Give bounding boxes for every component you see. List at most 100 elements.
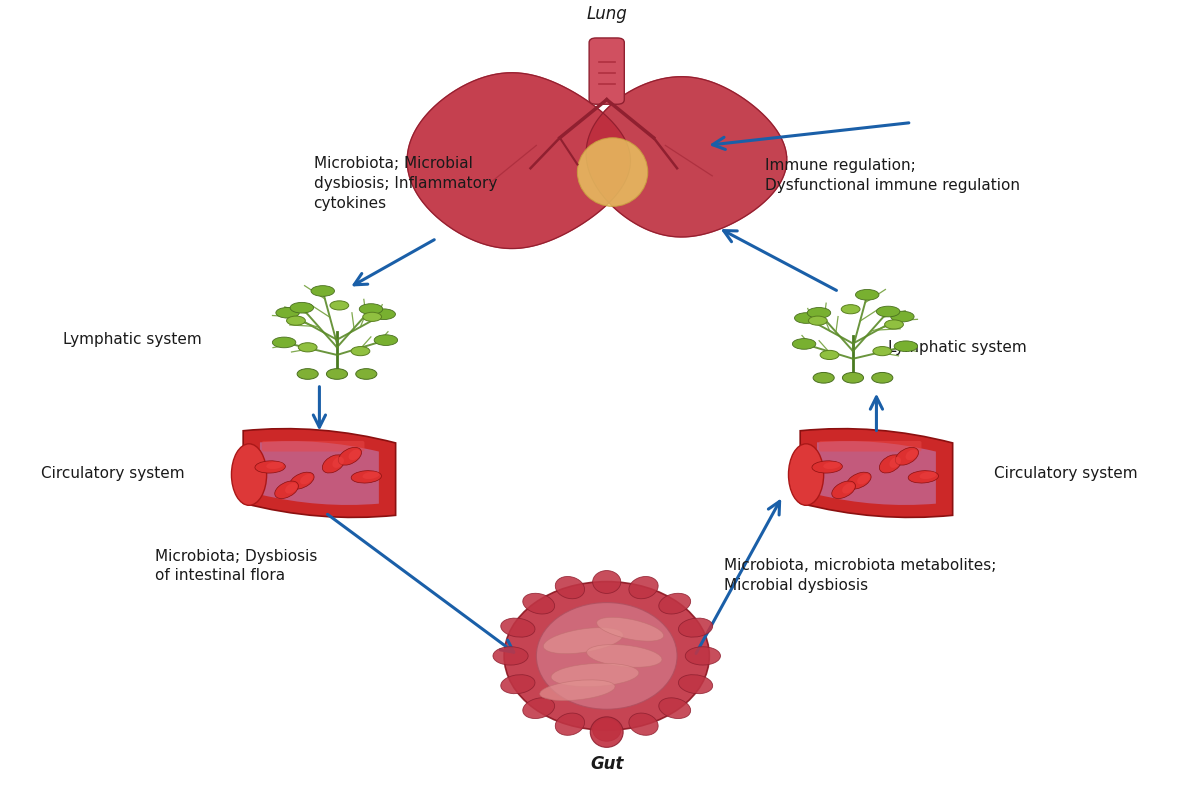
PathPatch shape bbox=[260, 441, 379, 505]
Ellipse shape bbox=[544, 628, 623, 654]
Ellipse shape bbox=[678, 618, 713, 637]
Ellipse shape bbox=[330, 301, 349, 310]
Ellipse shape bbox=[500, 618, 535, 637]
Ellipse shape bbox=[523, 594, 554, 614]
Ellipse shape bbox=[884, 320, 904, 329]
Ellipse shape bbox=[286, 483, 298, 494]
Ellipse shape bbox=[596, 618, 664, 641]
Text: Lymphatic system: Lymphatic system bbox=[64, 332, 202, 347]
Ellipse shape bbox=[889, 457, 901, 468]
Ellipse shape bbox=[287, 316, 305, 326]
Ellipse shape bbox=[832, 481, 856, 498]
Ellipse shape bbox=[556, 713, 584, 735]
Text: Lung: Lung bbox=[587, 6, 628, 23]
Text: Immune regulation;
Dysfunctional immune regulation: Immune regulation; Dysfunctional immune … bbox=[766, 158, 1020, 194]
Ellipse shape bbox=[872, 346, 892, 356]
Ellipse shape bbox=[590, 717, 623, 747]
Ellipse shape bbox=[298, 369, 318, 379]
Ellipse shape bbox=[809, 316, 827, 326]
Ellipse shape bbox=[880, 454, 901, 473]
PathPatch shape bbox=[800, 429, 953, 518]
Ellipse shape bbox=[326, 369, 348, 379]
Ellipse shape bbox=[276, 307, 299, 318]
Ellipse shape bbox=[332, 457, 344, 468]
Ellipse shape bbox=[500, 674, 535, 694]
Ellipse shape bbox=[362, 312, 382, 322]
Ellipse shape bbox=[352, 470, 382, 483]
Ellipse shape bbox=[362, 472, 379, 479]
Ellipse shape bbox=[272, 337, 296, 348]
Ellipse shape bbox=[536, 602, 677, 710]
Ellipse shape bbox=[820, 350, 839, 359]
Ellipse shape bbox=[355, 369, 377, 379]
FancyBboxPatch shape bbox=[818, 441, 922, 451]
Ellipse shape bbox=[908, 470, 938, 483]
Polygon shape bbox=[407, 73, 630, 249]
Ellipse shape bbox=[587, 645, 662, 667]
Ellipse shape bbox=[814, 373, 834, 383]
Ellipse shape bbox=[374, 334, 397, 346]
PathPatch shape bbox=[817, 441, 936, 505]
Ellipse shape bbox=[894, 341, 918, 351]
Ellipse shape bbox=[338, 447, 361, 465]
Ellipse shape bbox=[551, 663, 638, 686]
Ellipse shape bbox=[659, 594, 691, 614]
Ellipse shape bbox=[890, 311, 914, 322]
Ellipse shape bbox=[685, 646, 720, 665]
Ellipse shape bbox=[493, 646, 528, 665]
Ellipse shape bbox=[629, 577, 658, 598]
Ellipse shape bbox=[266, 462, 283, 469]
Ellipse shape bbox=[275, 481, 299, 498]
Ellipse shape bbox=[359, 304, 383, 314]
Ellipse shape bbox=[919, 472, 936, 479]
Ellipse shape bbox=[504, 582, 709, 730]
Text: Microbiota; Microbial
dysbiosis; Inflammatory
cytokines: Microbiota; Microbial dysbiosis; Inflamm… bbox=[313, 156, 497, 210]
Ellipse shape bbox=[540, 680, 616, 701]
Ellipse shape bbox=[857, 474, 870, 484]
Ellipse shape bbox=[254, 461, 286, 473]
Ellipse shape bbox=[372, 309, 396, 319]
Ellipse shape bbox=[906, 450, 918, 460]
Text: Lymphatic system: Lymphatic system bbox=[888, 340, 1027, 355]
FancyBboxPatch shape bbox=[589, 38, 624, 104]
Ellipse shape bbox=[348, 450, 361, 460]
Ellipse shape bbox=[290, 302, 313, 313]
Ellipse shape bbox=[841, 305, 860, 314]
Ellipse shape bbox=[311, 286, 335, 296]
Ellipse shape bbox=[232, 444, 266, 506]
Ellipse shape bbox=[659, 698, 691, 718]
Ellipse shape bbox=[876, 306, 900, 317]
Text: Microbiota; Dysbiosis
of intestinal flora: Microbiota; Dysbiosis of intestinal flor… bbox=[155, 549, 318, 583]
Ellipse shape bbox=[895, 447, 918, 465]
Ellipse shape bbox=[678, 674, 713, 694]
Ellipse shape bbox=[577, 138, 648, 206]
Ellipse shape bbox=[842, 373, 864, 383]
Ellipse shape bbox=[629, 713, 658, 735]
Text: Circulatory system: Circulatory system bbox=[994, 466, 1138, 481]
Ellipse shape bbox=[856, 290, 878, 300]
Ellipse shape bbox=[299, 342, 317, 352]
Ellipse shape bbox=[593, 718, 620, 742]
Ellipse shape bbox=[300, 474, 313, 484]
Ellipse shape bbox=[523, 698, 554, 718]
PathPatch shape bbox=[244, 429, 396, 518]
Ellipse shape bbox=[794, 313, 818, 323]
Ellipse shape bbox=[808, 307, 830, 318]
Ellipse shape bbox=[812, 461, 842, 473]
Ellipse shape bbox=[323, 454, 344, 473]
Ellipse shape bbox=[593, 570, 620, 594]
Ellipse shape bbox=[289, 472, 314, 489]
Text: Circulatory system: Circulatory system bbox=[41, 466, 185, 481]
Ellipse shape bbox=[556, 577, 584, 598]
FancyBboxPatch shape bbox=[262, 441, 365, 451]
Ellipse shape bbox=[788, 444, 823, 506]
Ellipse shape bbox=[792, 338, 816, 350]
Ellipse shape bbox=[823, 462, 840, 469]
Ellipse shape bbox=[846, 472, 871, 489]
Text: Microbiota, microbiota metabolites;
Microbial dysbiosis: Microbiota, microbiota metabolites; Micr… bbox=[724, 558, 996, 594]
Text: Gut: Gut bbox=[590, 755, 624, 773]
Polygon shape bbox=[586, 77, 787, 237]
Ellipse shape bbox=[352, 346, 370, 356]
Ellipse shape bbox=[871, 373, 893, 383]
Ellipse shape bbox=[842, 483, 854, 494]
